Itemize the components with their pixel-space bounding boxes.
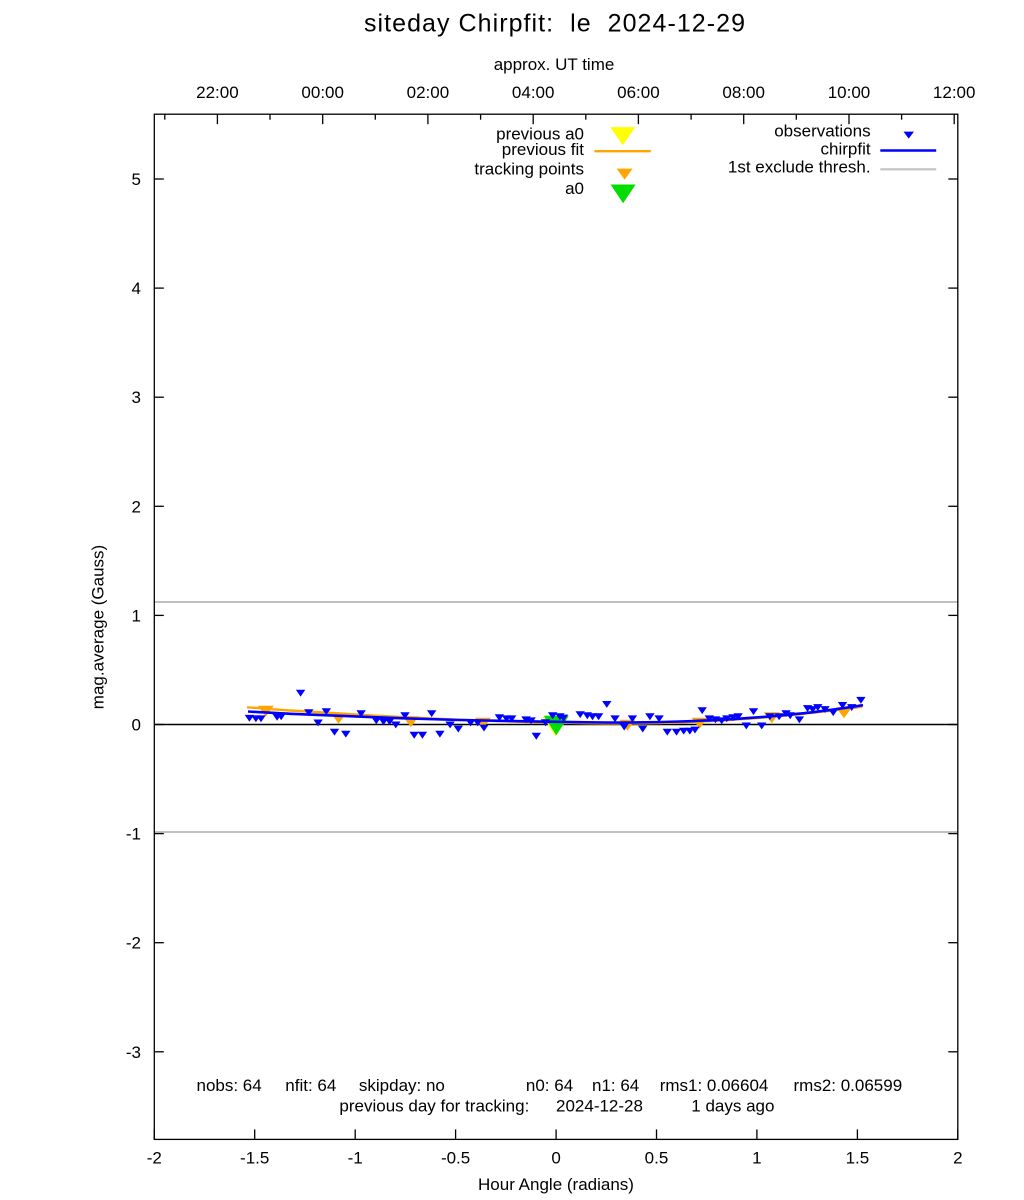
svg-text:n0: 64: n0: 64 [526, 1076, 573, 1095]
svg-text:a0: a0 [565, 179, 584, 198]
svg-text:22:00: 22:00 [196, 83, 239, 102]
svg-text:06:00: 06:00 [617, 83, 660, 102]
svg-text:-1.5: -1.5 [240, 1149, 269, 1168]
svg-text:skipday: no: skipday: no [359, 1076, 445, 1095]
svg-text:0.5: 0.5 [645, 1149, 669, 1168]
svg-text:observations: observations [774, 122, 870, 141]
svg-text:-2: -2 [147, 1149, 162, 1168]
svg-text:5: 5 [132, 170, 141, 189]
svg-text:00:00: 00:00 [301, 83, 344, 102]
svg-text:1: 1 [132, 606, 141, 625]
svg-text:previous day for tracking:: previous day for tracking: [339, 1096, 529, 1115]
svg-text:02:00: 02:00 [407, 83, 450, 102]
svg-text:nobs: 64: nobs: 64 [197, 1076, 262, 1095]
svg-text:-3: -3 [126, 1043, 141, 1062]
svg-text:-1: -1 [348, 1149, 363, 1168]
svg-text:0: 0 [132, 716, 141, 735]
svg-text:Hour Angle (radians): Hour Angle (radians) [478, 1175, 634, 1194]
svg-text:rms1: 0.06604: rms1: 0.06604 [660, 1076, 769, 1095]
svg-text:3: 3 [132, 388, 141, 407]
svg-text:1 days ago: 1 days ago [691, 1096, 774, 1115]
svg-text:chirpfit: chirpfit [821, 140, 871, 159]
svg-text:4: 4 [132, 279, 141, 298]
svg-text:10:00: 10:00 [828, 83, 871, 102]
svg-text:siteday Chirpfit: le 2024-12: siteday Chirpfit: le 2024-12-29 [364, 10, 746, 38]
svg-text:1.5: 1.5 [846, 1149, 870, 1168]
svg-text:2: 2 [953, 1149, 962, 1168]
svg-text:04:00: 04:00 [512, 83, 555, 102]
svg-text:12:00: 12:00 [933, 83, 976, 102]
svg-text:2024-12-28: 2024-12-28 [556, 1096, 643, 1115]
svg-text:approx. UT time: approx. UT time [494, 55, 615, 74]
svg-text:0: 0 [551, 1149, 560, 1168]
svg-text:previous a0: previous a0 [496, 125, 584, 144]
svg-text:-0.5: -0.5 [441, 1149, 470, 1168]
svg-text:2: 2 [132, 497, 141, 516]
svg-text:1st exclude thresh.: 1st exclude thresh. [728, 158, 871, 177]
svg-text:nfit: 64: nfit: 64 [285, 1076, 336, 1095]
svg-text:-2: -2 [126, 934, 141, 953]
svg-text:08:00: 08:00 [722, 83, 765, 102]
svg-text:-1: -1 [126, 825, 141, 844]
svg-text:mag.average (Gauss): mag.average (Gauss) [89, 545, 108, 709]
svg-text:tracking points: tracking points [474, 159, 584, 178]
svg-text:1: 1 [752, 1149, 761, 1168]
svg-text:n1: 64: n1: 64 [592, 1076, 639, 1095]
svg-text:rms2: 0.06599: rms2: 0.06599 [794, 1076, 903, 1095]
svg-text:previous fit: previous fit [502, 140, 584, 159]
